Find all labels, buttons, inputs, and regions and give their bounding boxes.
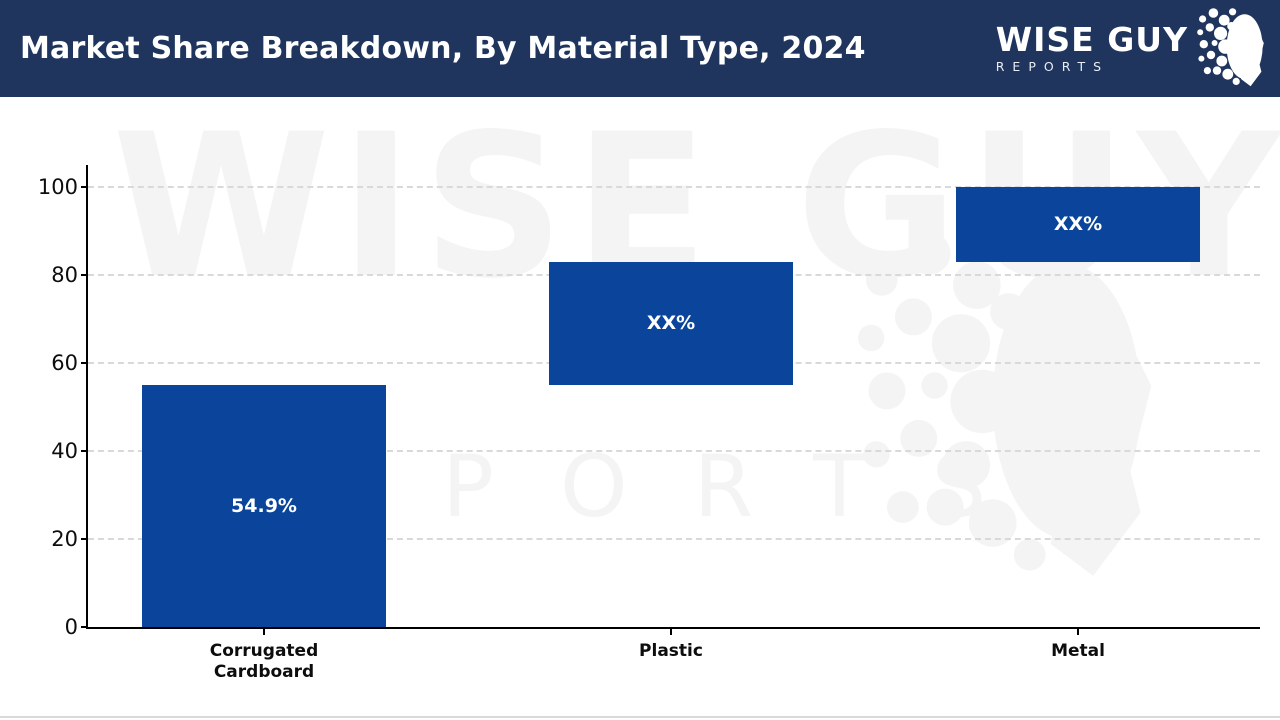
chart-area: WISE GUY REPORTS 0 20 40 60 80 100 54.9% XX% XX… <box>0 91 1280 720</box>
bar-value-label: XX% <box>1053 213 1103 236</box>
y-tick-mark <box>81 538 88 540</box>
bar-plastic: XX% <box>549 261 793 385</box>
y-tick-label: 40 <box>51 439 78 463</box>
header-bar: Market Share Breakdown, By Material Type… <box>0 0 1280 97</box>
gridline-100 <box>88 186 1260 188</box>
bar-corrugated-cardboard: 54.9% <box>142 385 386 627</box>
x-category-label: Metal <box>1051 641 1105 661</box>
y-tick-mark <box>81 362 88 364</box>
bar-value-label: XX% <box>646 312 696 335</box>
logo-subtitle: REPORTS <box>995 59 1110 74</box>
y-tick-mark <box>81 626 88 628</box>
x-category-label: Plastic <box>639 641 703 661</box>
logo-wordmark: WISE GUY <box>995 20 1188 59</box>
gridline-20 <box>88 538 1260 540</box>
y-tick-label: 80 <box>51 263 78 287</box>
gridline-40 <box>88 450 1260 452</box>
y-tick-label: 100 <box>37 175 78 199</box>
y-tick-label: 20 <box>51 527 78 551</box>
logo-text: WISE GUY REPORTS <box>996 23 1188 74</box>
y-tick-label: 0 <box>64 615 78 639</box>
bottom-divider <box>0 716 1280 718</box>
x-tick-mark <box>263 629 265 635</box>
y-axis-line <box>86 165 88 629</box>
y-tick-label: 60 <box>51 351 78 375</box>
page-title: Market Share Breakdown, By Material Type… <box>20 31 866 66</box>
x-tick-mark <box>1077 629 1079 635</box>
y-tick-mark <box>81 450 88 452</box>
logo-face-icon <box>1197 7 1264 86</box>
y-tick-mark <box>81 186 88 188</box>
y-tick-mark <box>81 274 88 276</box>
watermark-face-icon <box>857 232 1152 576</box>
x-category-label: Corrugated Cardboard <box>209 641 319 683</box>
x-axis-line <box>86 627 1260 629</box>
bar-value-label: 54.9% <box>231 495 297 518</box>
wise-guy-logo: WISE GUY REPORTS <box>996 7 1266 91</box>
x-tick-mark <box>670 629 672 635</box>
bar-metal: XX% <box>956 187 1200 262</box>
